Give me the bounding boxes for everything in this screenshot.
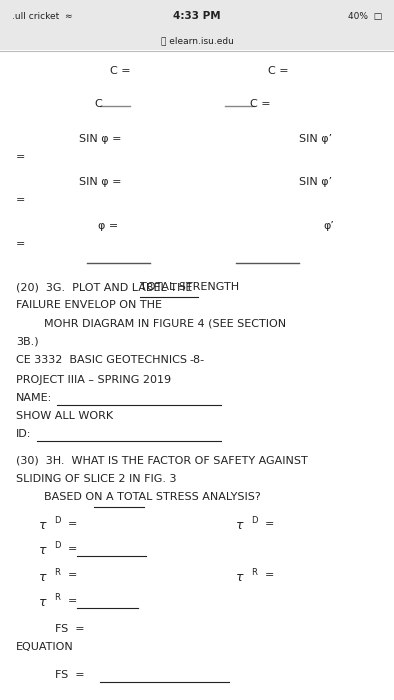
Text: TOTAL STRENGTH: TOTAL STRENGTH: [140, 282, 239, 292]
Text: C =: C =: [268, 66, 288, 76]
Text: .ull cricket  ≈: .ull cricket ≈: [12, 12, 72, 20]
Text: D: D: [251, 516, 258, 525]
Text: FS  =: FS =: [55, 670, 85, 680]
Text: =: =: [16, 152, 25, 162]
Text: FS  =: FS =: [55, 624, 85, 634]
Text: D: D: [54, 516, 61, 525]
Text: C =: C =: [250, 99, 271, 108]
Text: C: C: [95, 99, 102, 108]
Text: D: D: [54, 541, 61, 550]
Text: =: =: [16, 195, 25, 205]
Text: 🔒 elearn.isu.edu: 🔒 elearn.isu.edu: [161, 37, 233, 46]
Text: SLIDING OF SLICE 2 IN FIG. 3: SLIDING OF SLICE 2 IN FIG. 3: [16, 474, 176, 484]
Text: C =: C =: [110, 66, 131, 76]
Text: τ: τ: [236, 570, 244, 584]
Text: φ’: φ’: [323, 220, 334, 230]
Text: =: =: [68, 544, 77, 554]
Text: NAME:: NAME:: [16, 393, 52, 402]
Text: SIN φ’: SIN φ’: [299, 177, 333, 187]
Text: τ: τ: [39, 570, 47, 584]
Text: =: =: [265, 570, 274, 580]
Text: MOHR DIAGRAM IN FIGURE 4 (SEE SECTION: MOHR DIAGRAM IN FIGURE 4 (SEE SECTION: [16, 318, 286, 328]
Text: -8-: -8-: [190, 355, 204, 365]
Text: PROJECT IIIA – SPRING 2019: PROJECT IIIA – SPRING 2019: [16, 374, 171, 384]
Text: φ =: φ =: [98, 220, 119, 230]
Text: =: =: [68, 596, 77, 605]
Text: (30)  3H.  WHAT IS THE FACTOR OF SAFETY AGAINST: (30) 3H. WHAT IS THE FACTOR OF SAFETY AG…: [16, 456, 307, 466]
Text: SIN φ’: SIN φ’: [299, 134, 333, 143]
Text: τ: τ: [39, 596, 47, 609]
Text: SIN φ =: SIN φ =: [79, 134, 121, 143]
Text: FAILURE ENVELOP ON THE: FAILURE ENVELOP ON THE: [16, 300, 162, 310]
Bar: [0, 0, 394, 32]
Text: (20)  3G.  PLOT AND LABEL THE: (20) 3G. PLOT AND LABEL THE: [16, 282, 196, 292]
Text: =: =: [68, 519, 77, 528]
Text: BASED ON A TOTAL STRESS ANALYSIS?: BASED ON A TOTAL STRESS ANALYSIS?: [16, 492, 260, 502]
Text: 4:33 PM: 4:33 PM: [173, 11, 221, 21]
Text: =: =: [16, 239, 25, 248]
Text: EQUATION: EQUATION: [16, 642, 74, 652]
Text: ID:: ID:: [16, 429, 31, 439]
Text: SHOW ALL WORK: SHOW ALL WORK: [16, 411, 113, 421]
Text: R: R: [251, 568, 257, 577]
Text: 3B.): 3B.): [16, 337, 38, 346]
Text: τ: τ: [236, 519, 244, 532]
Text: =: =: [68, 570, 77, 580]
Text: R: R: [54, 568, 60, 577]
Text: τ: τ: [39, 544, 47, 557]
Bar: [0, 32, 394, 50]
Text: SIN φ =: SIN φ =: [79, 177, 121, 187]
Text: CE 3332  BASIC GEOTECHNICS: CE 3332 BASIC GEOTECHNICS: [16, 355, 187, 365]
Text: R: R: [54, 593, 60, 602]
Text: 40%  □: 40% □: [348, 12, 382, 20]
Text: =: =: [265, 519, 274, 528]
Text: τ: τ: [39, 519, 47, 532]
